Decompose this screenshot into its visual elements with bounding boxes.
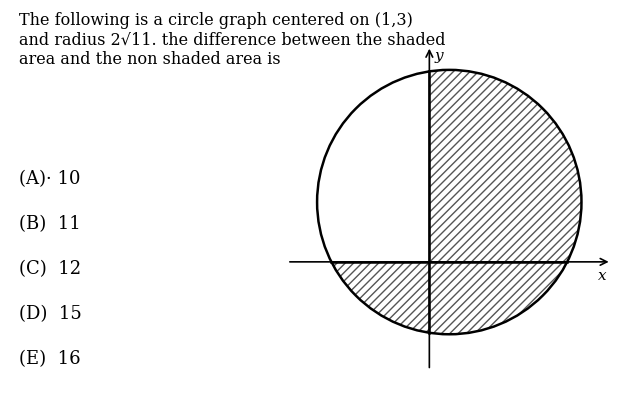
Text: The following is a circle graph centered on (1,3)
and radius 2√11. the differenc: The following is a circle graph centered… bbox=[19, 12, 445, 69]
Text: (C)  12: (C) 12 bbox=[19, 260, 81, 278]
Polygon shape bbox=[429, 70, 582, 334]
Text: (A)· 10: (A)· 10 bbox=[19, 171, 80, 188]
Polygon shape bbox=[331, 262, 429, 333]
Text: (D)  15: (D) 15 bbox=[19, 305, 82, 323]
Text: (B)  11: (B) 11 bbox=[19, 215, 80, 233]
Text: (E)  16: (E) 16 bbox=[19, 350, 80, 368]
Text: x: x bbox=[598, 269, 607, 283]
Text: y: y bbox=[434, 49, 443, 63]
